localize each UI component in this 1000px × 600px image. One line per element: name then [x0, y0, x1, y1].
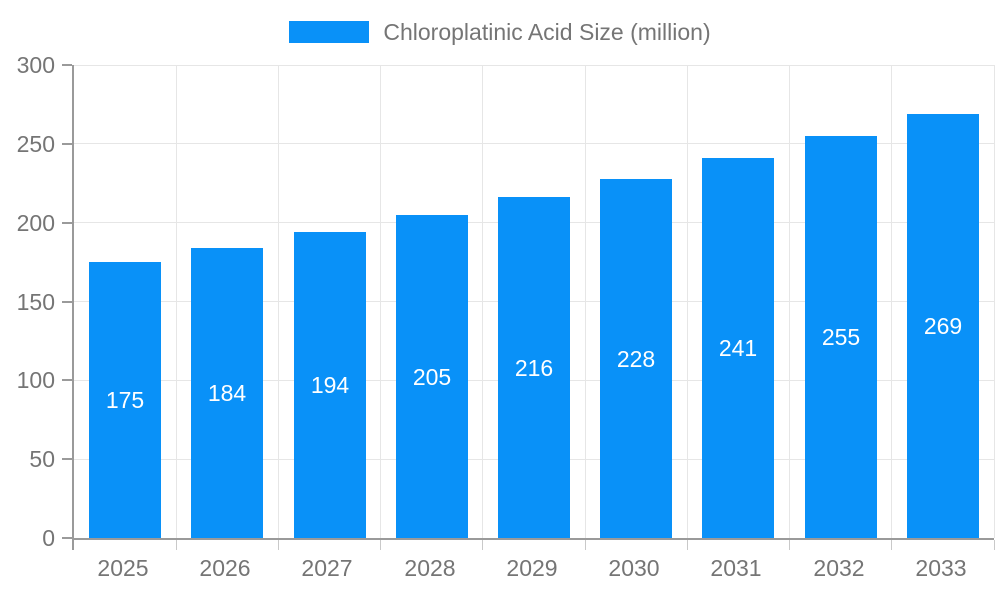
y-axis-tick	[62, 221, 72, 224]
x-axis-tick	[175, 540, 177, 550]
x-tick-label: 2032	[813, 555, 865, 581]
bar[interactable]	[600, 179, 672, 538]
v-gridline	[380, 65, 382, 538]
y-tick-label: 0	[42, 525, 55, 551]
x-tick-label: 2029	[506, 555, 558, 581]
bar-value-label: 184	[207, 380, 247, 406]
x-axis-tick	[482, 540, 484, 550]
v-gridline	[686, 65, 688, 538]
x-tick-label: 2028	[404, 555, 456, 581]
bar[interactable]	[89, 262, 161, 538]
bar-value-label: 194	[310, 372, 350, 398]
bar-value-label: 216	[514, 355, 554, 381]
y-axis-tick	[62, 64, 72, 66]
x-tick-label: 2030	[608, 555, 660, 581]
x-tick-label: 2025	[97, 555, 149, 581]
x-tick-label: 2031	[710, 555, 762, 581]
x-axis-tick	[993, 540, 995, 550]
y-axis-tick	[62, 300, 72, 303]
plot-area: 175 184 194 205 216 228 241 255 269	[62, 64, 995, 550]
x-tick-label: 2027	[301, 555, 353, 581]
h-gridline	[74, 143, 994, 145]
v-gridline	[993, 65, 995, 538]
bar[interactable]	[498, 197, 570, 538]
v-gridline	[175, 65, 177, 538]
bar[interactable]	[191, 248, 263, 538]
v-gridline	[891, 65, 893, 538]
x-axis-tick	[380, 540, 382, 550]
y-axis-tick	[62, 142, 72, 145]
bar[interactable]	[396, 215, 468, 538]
bar-value-label: 175	[105, 387, 145, 413]
v-gridline	[277, 65, 279, 538]
bar[interactable]	[702, 158, 774, 538]
y-tick-label: 150	[16, 288, 55, 315]
legend[interactable]: Chloroplatinic Acid Size (million)	[0, 20, 1000, 44]
x-axis-tick	[686, 540, 688, 550]
y-tick-label: 300	[16, 52, 55, 78]
v-gridline	[789, 65, 791, 538]
bar-value-label: 255	[821, 324, 861, 350]
x-axis-tick	[72, 540, 74, 550]
bar-value-label: 228	[616, 346, 656, 372]
y-axis-tick	[62, 458, 72, 461]
y-axis-tick	[62, 379, 72, 382]
y-tick-label: 200	[16, 209, 55, 236]
h-gridline	[74, 64, 994, 66]
y-tick-label: 100	[16, 367, 55, 394]
bar[interactable]	[907, 114, 979, 538]
bar-value-label: 269	[923, 313, 963, 339]
v-gridline	[482, 65, 484, 538]
bar[interactable]	[805, 136, 877, 538]
bar-value-label: 241	[718, 335, 758, 361]
legend-swatch	[289, 21, 370, 43]
v-gridline	[584, 65, 586, 538]
bar[interactable]	[294, 232, 366, 538]
x-axis-tick	[277, 540, 279, 550]
x-tick-label: 2026	[199, 555, 251, 581]
legend-label: Chloroplatinic Acid Size (million)	[383, 19, 711, 45]
x-axis-tick	[891, 540, 893, 550]
x-axis-tick	[789, 540, 791, 550]
y-tick-label: 50	[29, 446, 55, 473]
x-axis-tick	[584, 540, 586, 550]
y-tick-label: 250	[16, 130, 55, 157]
y-axis-tick	[62, 537, 72, 539]
bar-value-label: 205	[412, 364, 452, 390]
x-tick-label: 2033	[915, 555, 967, 581]
